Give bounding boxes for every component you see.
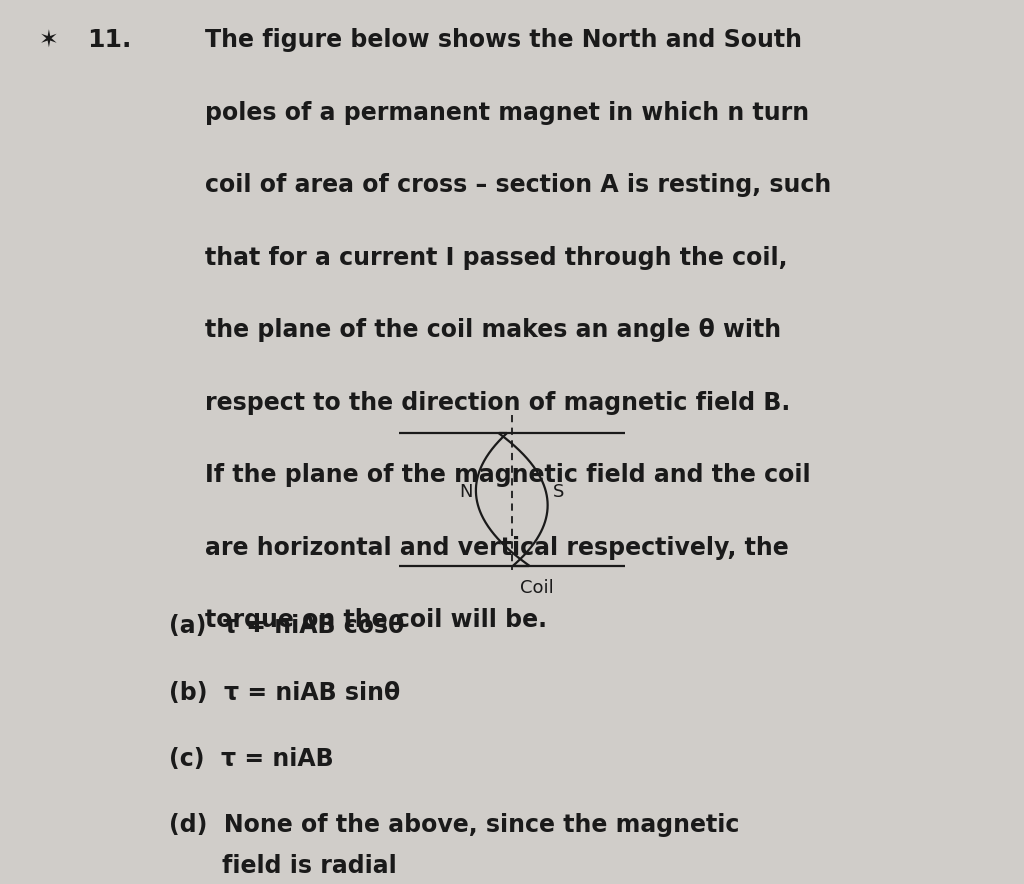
Text: that for a current I passed through the coil,: that for a current I passed through the … <box>205 246 787 270</box>
Text: the plane of the coil makes an angle θ with: the plane of the coil makes an angle θ w… <box>205 318 781 342</box>
Text: Coil: Coil <box>520 579 554 597</box>
Text: The figure below shows the North and South: The figure below shows the North and Sou… <box>205 28 802 52</box>
Text: 11.: 11. <box>87 28 131 52</box>
Text: (d)  None of the above, since the magnetic: (d) None of the above, since the magneti… <box>169 813 739 837</box>
Text: ✶: ✶ <box>39 28 58 52</box>
Text: poles of a permanent magnet in which n turn: poles of a permanent magnet in which n t… <box>205 101 809 125</box>
Text: (b)  τ = niAB sinθ: (b) τ = niAB sinθ <box>169 681 400 705</box>
Text: field is radial: field is radial <box>222 854 397 879</box>
Text: If the plane of the magnetic field and the coil: If the plane of the magnetic field and t… <box>205 463 810 487</box>
Text: S: S <box>552 484 564 501</box>
Text: are horizontal and vertical respectively, the: are horizontal and vertical respectively… <box>205 536 788 560</box>
Text: N: N <box>459 484 473 501</box>
Text: respect to the direction of magnetic field B.: respect to the direction of magnetic fie… <box>205 391 791 415</box>
Text: (c)  τ = niAB: (c) τ = niAB <box>169 747 334 771</box>
Text: (a)  τ = niAB cosθ: (a) τ = niAB cosθ <box>169 614 404 638</box>
Text: coil of area of cross – section A is resting, such: coil of area of cross – section A is res… <box>205 173 831 197</box>
Text: torque on the coil will be.: torque on the coil will be. <box>205 608 547 632</box>
